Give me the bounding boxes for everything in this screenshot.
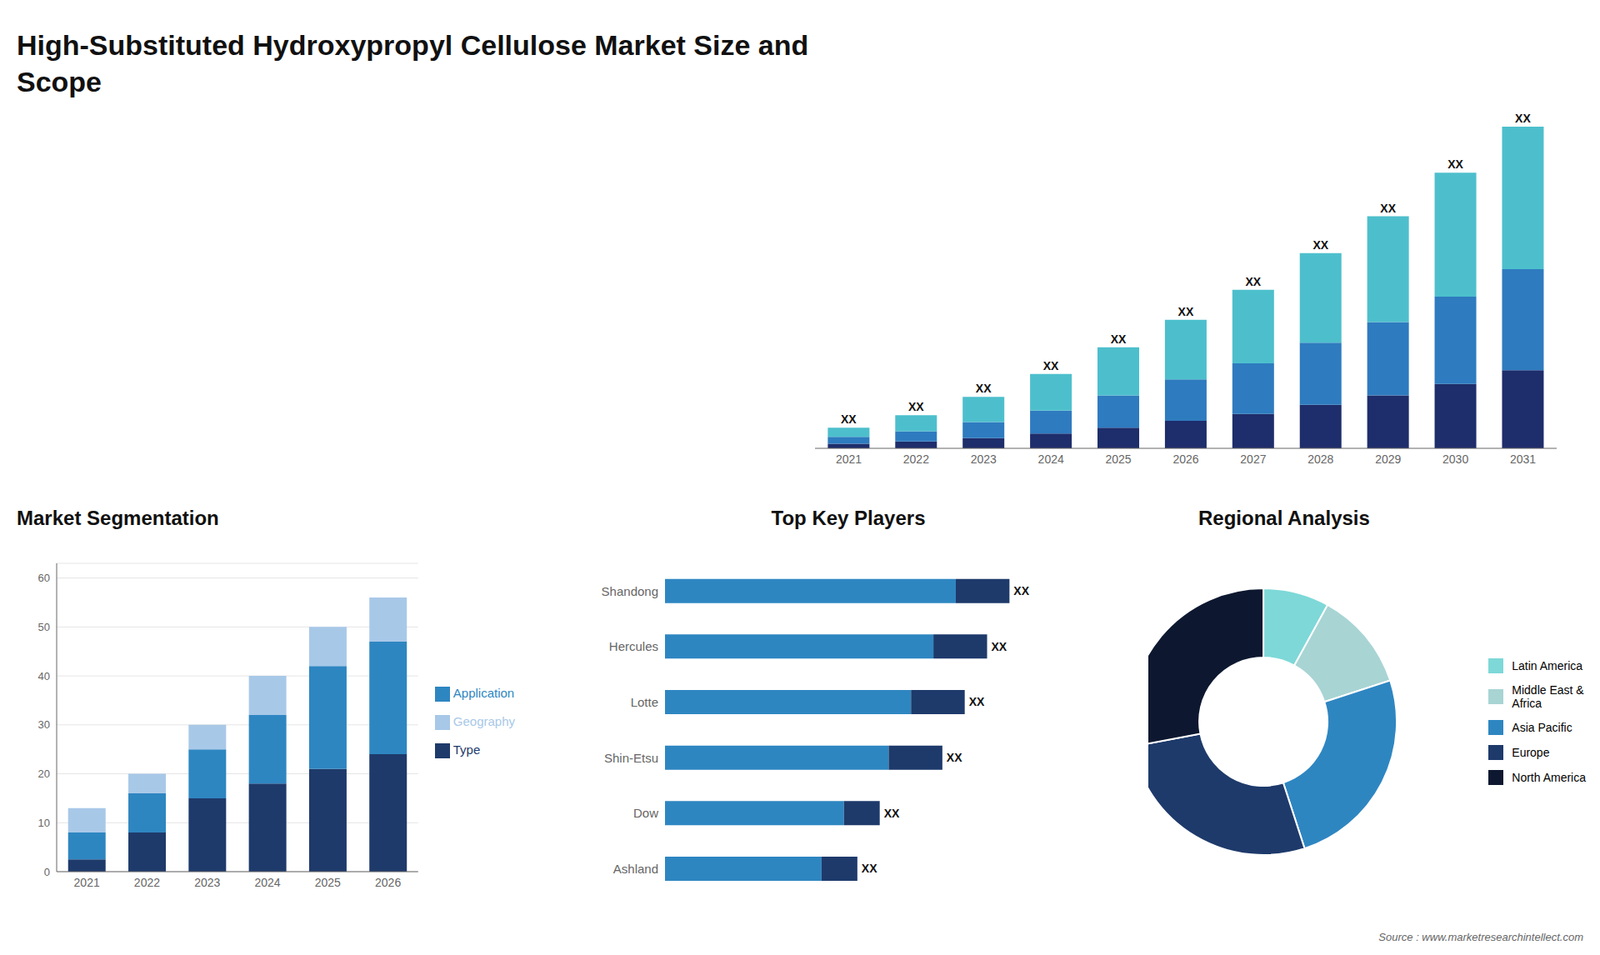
svg-text:20: 20 (38, 767, 50, 780)
html-text:High-Substituted Hydroxypropyl: High-Substituted Hydroxypropyl Cellulose… (16, 29, 809, 61)
svg-text:40: 40 (38, 670, 50, 683)
svg-text:2024: 2024 (1038, 452, 1065, 466)
svg-text:2021: 2021 (835, 452, 862, 466)
svg-text:2029: 2029 (1375, 452, 1401, 466)
svg-text:2024: 2024 (254, 875, 280, 890)
html-text:Asia Pacific: Asia Pacific (1511, 720, 1573, 735)
svg-text:2031: 2031 (1510, 452, 1536, 466)
html-text:Scope: Scope (16, 65, 102, 98)
svg-text:10: 10 (38, 816, 50, 830)
svg-text:Ashland: Ashland (613, 861, 659, 876)
html-text:Africa: Africa (1511, 696, 1542, 710)
svg-text:2030: 2030 (1442, 452, 1469, 466)
svg-text:XX: XX (969, 695, 985, 709)
svg-text:Shandong: Shandong (601, 584, 659, 599)
svg-text:XX: XX (991, 640, 1008, 654)
svg-text:XX: XX (1013, 584, 1030, 598)
svg-text:XX: XX (840, 412, 857, 426)
svg-text:XX: XX (1380, 201, 1396, 215)
svg-text:XX: XX (946, 750, 963, 765)
svg-text:XX: XX (1110, 332, 1127, 346)
svg-text:50: 50 (38, 620, 50, 634)
html-text:Latin America: Latin America (1511, 659, 1583, 673)
svg-text:2025: 2025 (1105, 452, 1132, 466)
svg-text:30: 30 (38, 718, 50, 731)
html-text:Market Segmentation: Market Segmentation (16, 506, 219, 530)
svg-text:XX: XX (1515, 111, 1531, 125)
svg-text:XX: XX (1245, 275, 1261, 289)
svg-text:Lotte: Lotte (630, 695, 659, 710)
svg-text:2028: 2028 (1307, 452, 1334, 466)
svg-text:XX: XX (1178, 305, 1195, 319)
svg-text:XX: XX (908, 400, 925, 414)
svg-text:Dow: Dow (633, 805, 659, 820)
svg-text:60: 60 (38, 571, 50, 585)
html-text:North America: North America (1511, 770, 1586, 785)
svg-text:2027: 2027 (1240, 452, 1266, 466)
svg-text:XX: XX (975, 381, 992, 395)
html-text:Middle East &: Middle East & (1511, 683, 1584, 697)
svg-text:0: 0 (44, 865, 50, 879)
svg-text:2026: 2026 (1172, 452, 1199, 466)
svg-text:2023: 2023 (194, 875, 220, 890)
html-text:Source : www.marketresearchint: Source : www.marketresearchintellect.com (1378, 930, 1584, 944)
svg-text:2023: 2023 (970, 452, 997, 466)
svg-text:XX: XX (1312, 238, 1329, 252)
svg-text:XX: XX (884, 806, 900, 820)
html-text:Geography: Geography (453, 714, 515, 729)
html-text:Type: Type (453, 742, 481, 757)
svg-text:XX: XX (861, 861, 878, 875)
svg-text:2022: 2022 (134, 875, 160, 890)
svg-text:Hercules: Hercules (609, 639, 659, 654)
html-text:Top Key Players: Top Key Players (771, 506, 926, 530)
svg-text:XX: XX (1447, 157, 1464, 171)
svg-text:XX: XX (1043, 359, 1060, 373)
svg-text:2021: 2021 (74, 875, 100, 890)
html-text:Application: Application (453, 685, 515, 700)
html-text:Regional Analysis: Regional Analysis (1198, 506, 1370, 530)
svg-text:Shin-Etsu: Shin-Etsu (604, 750, 659, 765)
svg-text:2022: 2022 (903, 452, 930, 466)
svg-text:2026: 2026 (375, 875, 401, 890)
svg-text:2025: 2025 (315, 875, 341, 890)
html-text:Europe: Europe (1511, 745, 1550, 760)
